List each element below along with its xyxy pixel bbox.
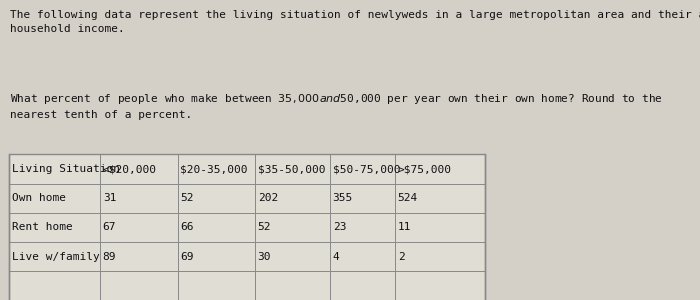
Text: 89: 89 [103,252,116,262]
Text: The following data represent the living situation of newlyweds in a large metrop: The following data represent the living … [10,10,700,34]
Text: What percent of people who make between $35,000 and $50,000 per year own their o: What percent of people who make between … [10,92,663,120]
Text: 4: 4 [332,252,340,262]
Text: <$20,000: <$20,000 [103,164,157,174]
Text: 30: 30 [258,252,271,262]
Text: 202: 202 [258,193,278,203]
Text: Own home: Own home [12,193,66,203]
Text: 52: 52 [180,193,194,203]
Text: $35-50,000: $35-50,000 [258,164,326,174]
Text: 66: 66 [180,223,194,232]
Text: 524: 524 [398,193,418,203]
Text: Live w/family: Live w/family [12,252,99,262]
Text: Living Situation: Living Situation [12,164,120,174]
Text: >$75,000: >$75,000 [398,164,452,174]
Text: 52: 52 [258,223,271,232]
Text: 69: 69 [180,252,194,262]
Text: 11: 11 [398,223,411,232]
Text: 23: 23 [332,223,346,232]
Text: 31: 31 [103,193,116,203]
Text: 2: 2 [398,252,405,262]
Text: 355: 355 [332,193,353,203]
Text: 67: 67 [103,223,116,232]
Text: $20-35,000: $20-35,000 [180,164,248,174]
Text: Rent home: Rent home [12,223,73,232]
Text: $50-75,000: $50-75,000 [332,164,400,174]
Bar [9,154,485,300]
